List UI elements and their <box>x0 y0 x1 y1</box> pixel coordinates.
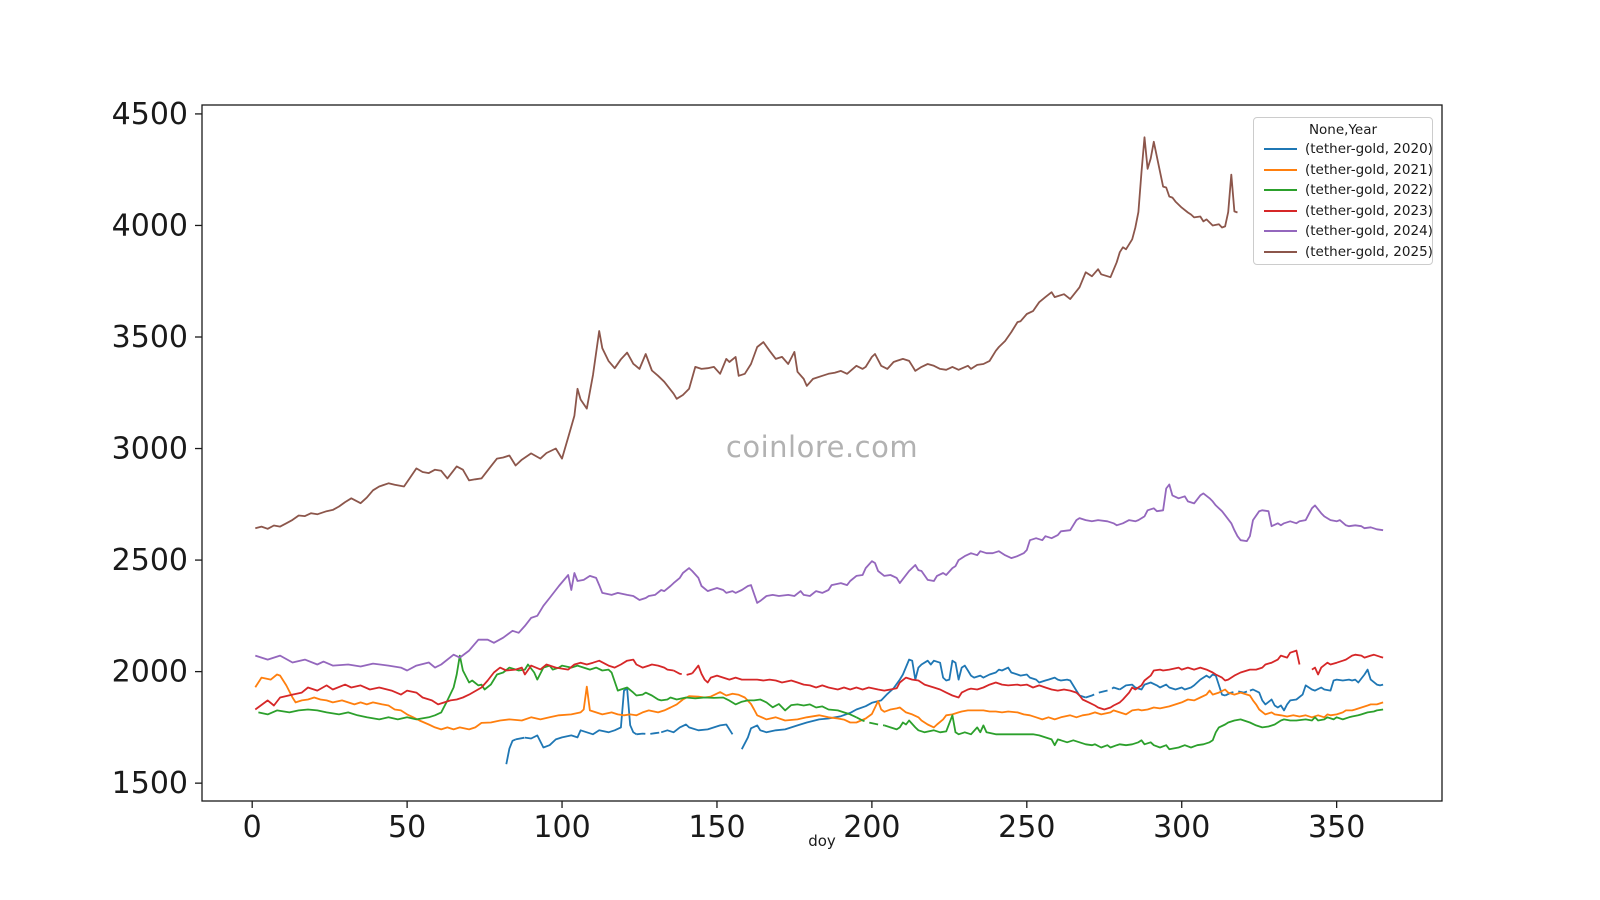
watermark-text: coinlore.com <box>725 430 919 464</box>
legend-line-swatch-2025 <box>1264 250 1297 253</box>
legend-line-swatch-2020 <box>1264 148 1297 151</box>
legend-item-2023: (tether-gold, 2023) <box>1254 201 1433 222</box>
x-tick-label: 150 <box>688 810 745 845</box>
series-line-2020-dashed <box>636 731 662 736</box>
series-line-2021 <box>254 673 1384 731</box>
y-tick-label: 2500 <box>112 543 188 578</box>
legend-rows: (tether-gold, 2020) (tether-gold, 2021) (t… <box>1254 139 1433 263</box>
series-line-2020 <box>524 687 637 749</box>
series-line-2020 <box>505 738 516 765</box>
series-line-2022-dashed <box>855 716 885 727</box>
x-tick-label: 100 <box>533 810 590 845</box>
legend-item-label: (tether-gold, 2025) <box>1305 243 1433 260</box>
y-tick-label: 3000 <box>112 432 188 467</box>
legend-item-label: (tether-gold, 2024) <box>1305 223 1433 240</box>
legend-item-2025: (tether-gold, 2025) <box>1254 242 1433 263</box>
series-line-2020 <box>1249 668 1384 712</box>
legend-item-label: (tether-gold, 2021) <box>1305 161 1433 178</box>
series-line-2022 <box>258 654 857 721</box>
legend-line-swatch-2023 <box>1264 209 1297 212</box>
legend-item-2021: (tether-gold, 2021) <box>1254 160 1433 181</box>
series-line-2025 <box>255 136 1238 530</box>
legend-line-swatch-2022 <box>1264 189 1297 192</box>
series-line-2020-dashed <box>1085 686 1121 699</box>
series-line-2020 <box>1119 673 1226 697</box>
series-line-2020 <box>660 723 734 735</box>
y-tick-label: 3500 <box>112 320 188 355</box>
x-tick-label: 350 <box>1308 810 1365 845</box>
series-line-2020-dashed <box>515 736 526 741</box>
axes-frame <box>201 104 1443 802</box>
y-tick-label: 4000 <box>112 208 188 243</box>
x-tick-label: 300 <box>1153 810 1210 845</box>
y-tick-label: 2000 <box>112 655 188 690</box>
series-line-2023 <box>254 658 674 711</box>
x-tick-label: 0 <box>243 810 262 845</box>
legend-item-label: (tether-gold, 2023) <box>1305 202 1433 219</box>
legend-item-2024: (tether-gold, 2024) <box>1254 221 1433 242</box>
legend-line-swatch-2024 <box>1264 230 1297 233</box>
legend-item-2020: (tether-gold, 2020) <box>1254 139 1433 160</box>
y-tick-label: 4500 <box>112 97 188 132</box>
series-line-2022 <box>884 708 1384 751</box>
legend-item-label: (tether-gold, 2020) <box>1305 141 1433 158</box>
x-tick-label: 250 <box>998 810 1055 845</box>
series-line-2024 <box>255 483 1384 672</box>
x-tick-label: 50 <box>388 810 426 845</box>
series-line-2023-dashed <box>673 669 693 676</box>
series-line-2023 <box>1311 653 1384 676</box>
legend-box: None,Year (tether-gold, 2020) (tether-gol… <box>1253 117 1433 265</box>
x-tick-label: 200 <box>843 810 900 845</box>
legend-item-label: (tether-gold, 2022) <box>1305 182 1433 199</box>
x-axis-label: doy <box>808 832 836 850</box>
series-line-2023 <box>691 649 1301 711</box>
series-line-2020 <box>741 658 1086 750</box>
legend-line-swatch-2021 <box>1264 168 1297 171</box>
y-tick-label: 1500 <box>112 766 188 801</box>
legend-item-2022: (tether-gold, 2022) <box>1254 180 1433 201</box>
legend-title: None,Year <box>1308 122 1378 138</box>
